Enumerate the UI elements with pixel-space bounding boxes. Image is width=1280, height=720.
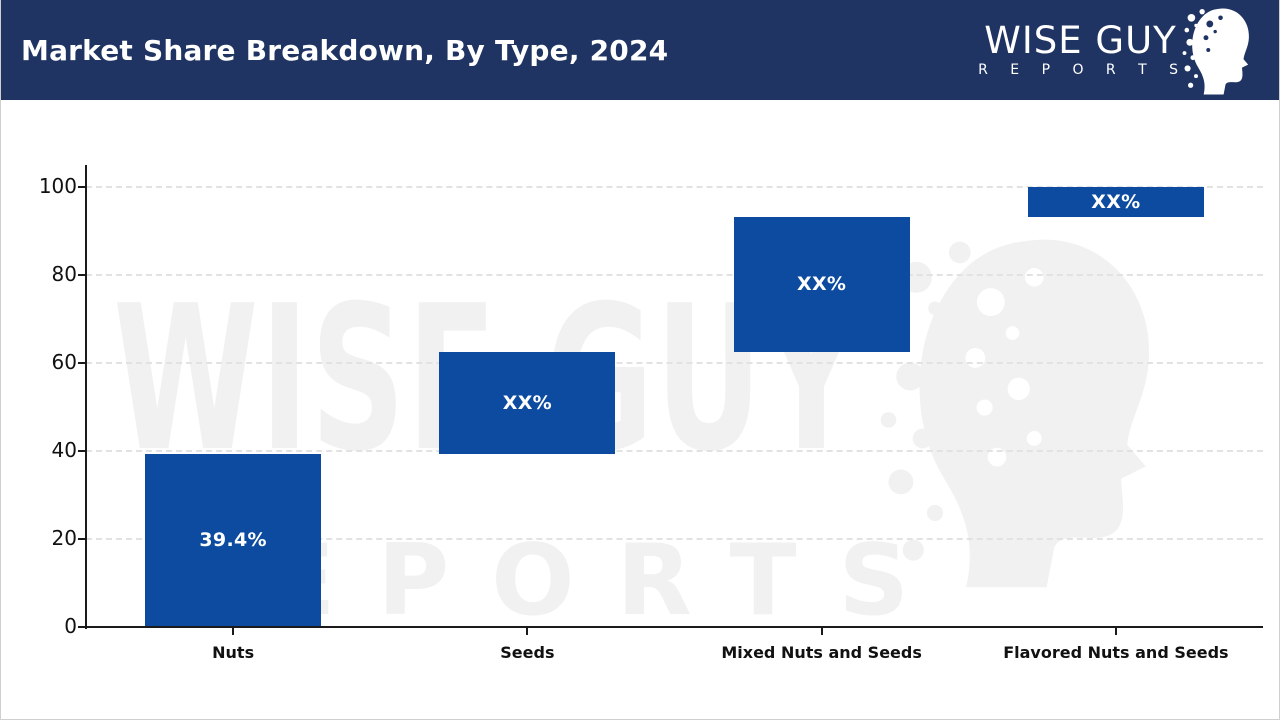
x-axis-spine <box>85 626 1263 628</box>
y-tick-mark <box>78 450 86 452</box>
x-axis-label: Nuts <box>212 643 255 662</box>
x-tick-mark <box>232 628 235 635</box>
wise-guy-reports-logo: WISE GUY R E P O R T S <box>974 4 1261 96</box>
gridline <box>86 538 1263 540</box>
gridline <box>86 274 1263 276</box>
x-axis-label: Mixed Nuts and Seeds <box>721 643 922 662</box>
x-axis-label: Seeds <box>500 643 555 662</box>
y-tick-mark <box>78 186 86 188</box>
page-title: Market Share Breakdown, By Type, 2024 <box>21 33 669 67</box>
gridline <box>86 362 1263 364</box>
bar-segment: XX% <box>1027 187 1204 217</box>
y-tick-label: 0 <box>64 614 77 638</box>
header-bar: Market Share Breakdown, By Type, 2024 WI… <box>1 0 1279 100</box>
gridline <box>86 186 1263 188</box>
dotted-face-profile-icon <box>1182 8 1249 95</box>
bar-segment: XX% <box>439 351 616 454</box>
y-tick-label: 40 <box>51 438 77 462</box>
gridline <box>86 450 1263 452</box>
bar-value-label: XX% <box>797 273 847 296</box>
bar-value-label: XX% <box>502 391 552 414</box>
plot-area: 0 20 40 60 80 100 39.4% Nuts XX% Seeds XX% Mixed Nu… <box>1 100 1279 719</box>
y-tick-label: 20 <box>51 526 77 550</box>
y-tick-mark <box>78 362 86 364</box>
logo-wordmark: WISE GUY <box>984 19 1177 62</box>
x-axis-label: Flavored Nuts and Seeds <box>1003 643 1229 662</box>
y-tick-mark <box>78 538 86 540</box>
y-tick-mark <box>78 626 86 628</box>
bar-segment: XX% <box>733 216 910 352</box>
logo-subtitle: R E P O R T S <box>978 62 1187 78</box>
x-tick-mark <box>526 628 529 635</box>
x-tick-mark <box>820 628 823 635</box>
bar-value-label: XX% <box>1091 190 1141 213</box>
logo-text: WISE GUY R E P O R T S <box>974 22 1187 78</box>
bar-segment: 39.4% <box>145 453 322 627</box>
y-tick-mark <box>78 274 86 276</box>
bar-value-label: 39.4% <box>199 529 267 552</box>
y-tick-label: 60 <box>51 350 77 374</box>
y-tick-label: 100 <box>38 174 77 198</box>
x-tick-mark <box>1114 628 1117 635</box>
y-axis-spine <box>85 165 87 629</box>
y-tick-label: 80 <box>51 262 77 286</box>
